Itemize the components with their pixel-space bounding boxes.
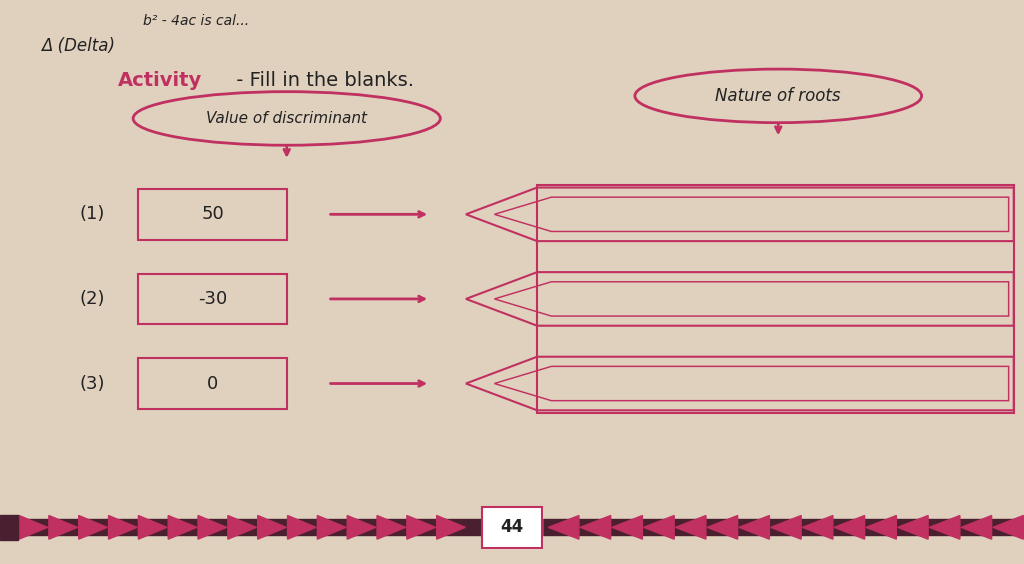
- Polygon shape: [347, 515, 376, 539]
- Polygon shape: [930, 515, 959, 539]
- Polygon shape: [708, 515, 737, 539]
- Text: Activity: Activity: [118, 70, 202, 90]
- Polygon shape: [771, 515, 801, 539]
- Text: b² - 4ac is cal...: b² - 4ac is cal...: [143, 14, 250, 28]
- Polygon shape: [739, 515, 769, 539]
- Polygon shape: [612, 515, 642, 539]
- Polygon shape: [49, 515, 78, 539]
- Polygon shape: [898, 515, 928, 539]
- Polygon shape: [835, 515, 864, 539]
- Polygon shape: [377, 515, 406, 539]
- Polygon shape: [993, 515, 1023, 539]
- Text: (2): (2): [80, 290, 104, 308]
- Polygon shape: [109, 515, 137, 539]
- Polygon shape: [644, 515, 674, 539]
- Text: (1): (1): [80, 205, 104, 223]
- Polygon shape: [258, 515, 287, 539]
- Polygon shape: [288, 515, 316, 539]
- Text: 44: 44: [501, 518, 523, 536]
- Bar: [0, 519, 1024, 535]
- Text: Nature of roots: Nature of roots: [716, 87, 841, 105]
- Text: (3): (3): [80, 374, 104, 393]
- Polygon shape: [676, 515, 706, 539]
- Polygon shape: [581, 515, 610, 539]
- Polygon shape: [407, 515, 435, 539]
- Text: -30: -30: [198, 290, 227, 308]
- Polygon shape: [436, 515, 465, 539]
- Polygon shape: [79, 515, 108, 539]
- Polygon shape: [803, 515, 833, 539]
- Polygon shape: [962, 515, 991, 539]
- Text: 50: 50: [201, 205, 224, 223]
- Text: - Fill in the blanks.: - Fill in the blanks.: [230, 70, 415, 90]
- Bar: [482, 507, 542, 548]
- Polygon shape: [228, 515, 256, 539]
- Text: Value of discriminant: Value of discriminant: [206, 111, 368, 126]
- Bar: [0, 515, 18, 540]
- Polygon shape: [138, 515, 167, 539]
- Text: 0: 0: [207, 374, 218, 393]
- Text: Δ (Delta): Δ (Delta): [41, 37, 115, 55]
- Polygon shape: [198, 515, 226, 539]
- Polygon shape: [549, 515, 579, 539]
- Polygon shape: [168, 515, 197, 539]
- Polygon shape: [19, 515, 48, 539]
- Polygon shape: [317, 515, 346, 539]
- Polygon shape: [866, 515, 896, 539]
